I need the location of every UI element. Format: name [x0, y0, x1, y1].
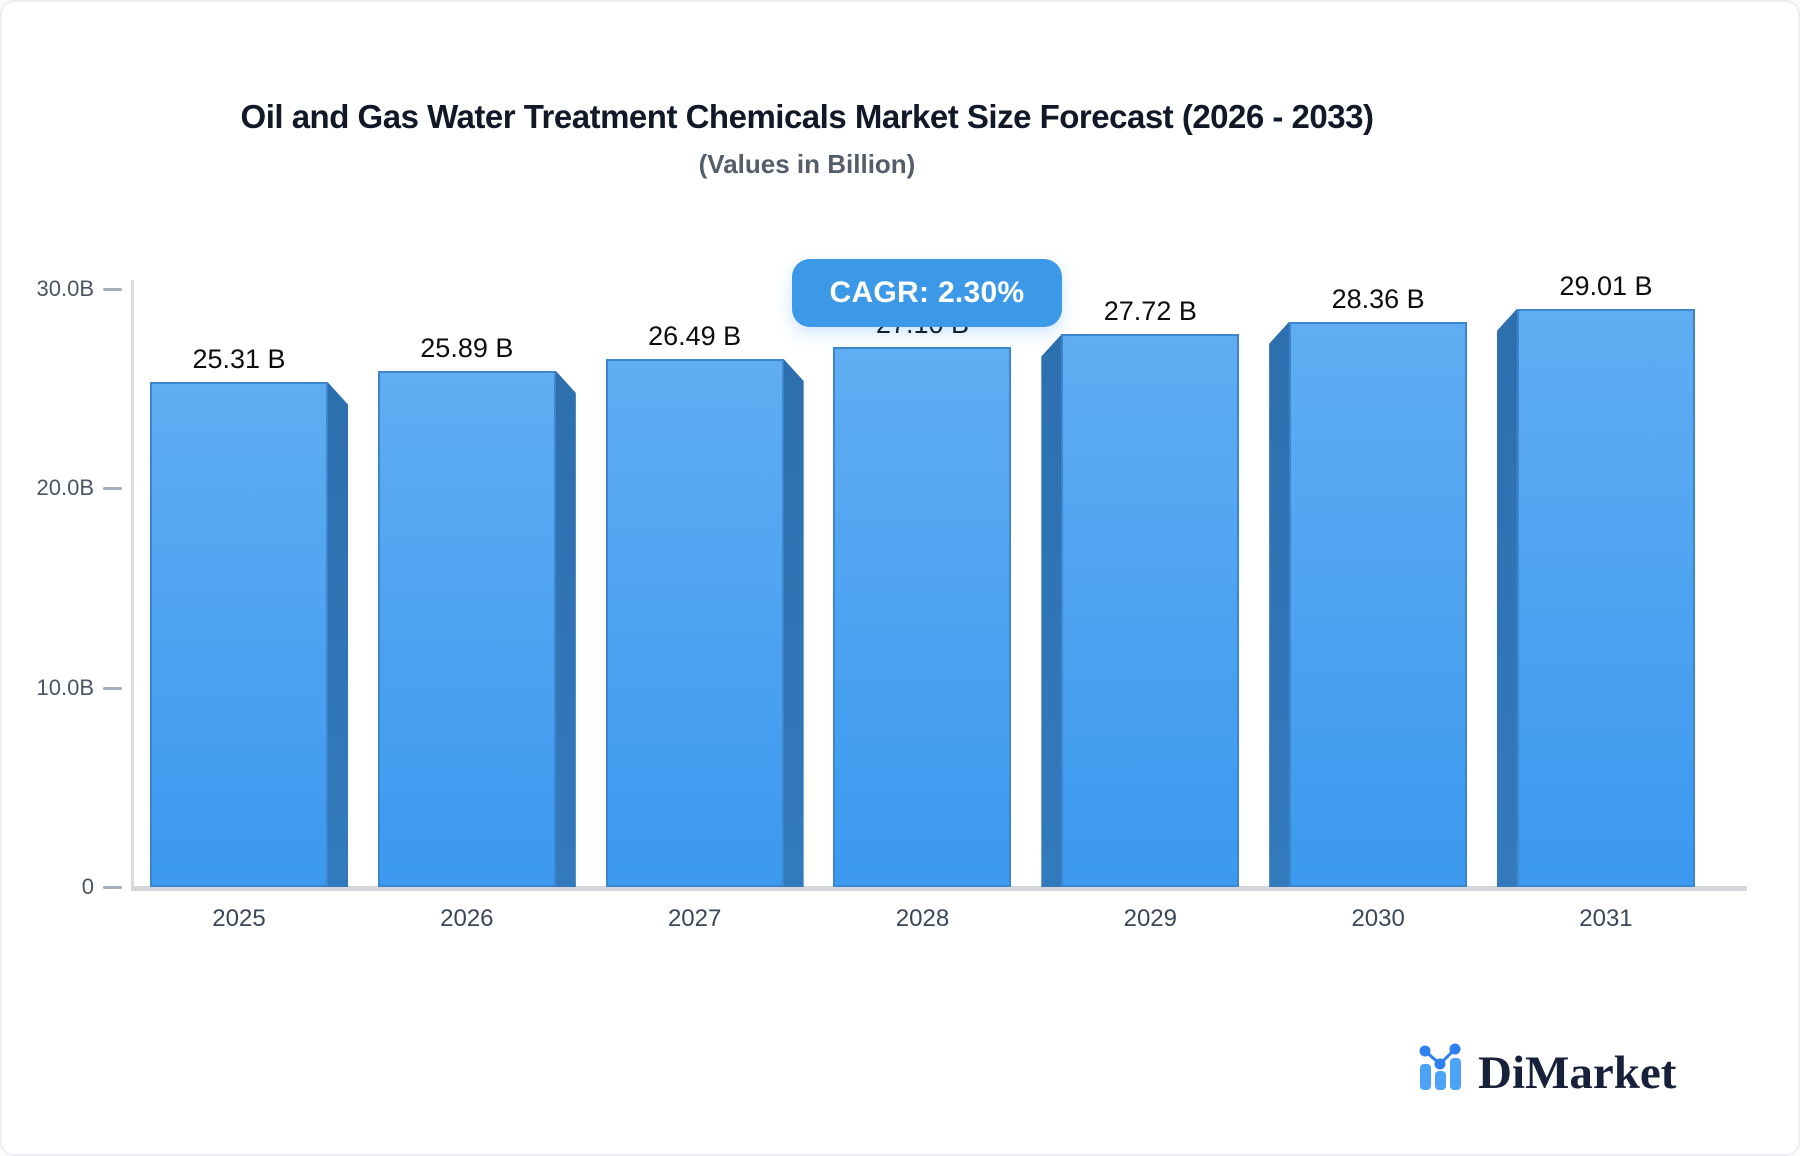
y-tick-label: 20.0B	[36, 475, 95, 501]
bar-side-2031	[1496, 308, 1517, 887]
bar-side-2029	[1041, 334, 1062, 887]
bar-value-label: 25.31 B	[192, 344, 286, 375]
x-axis-label-2028: 2028	[895, 905, 950, 932]
bar-side-2025	[328, 382, 348, 887]
x-axis-label-2027: 2027	[667, 905, 722, 932]
brand-logo: DiMarket	[1414, 1040, 1676, 1097]
y-tick-label: 10.0B	[36, 674, 95, 700]
bar-2025[interactable]	[150, 382, 328, 887]
bar-2026[interactable]	[377, 370, 556, 887]
x-axis-label-2029: 2029	[1123, 905, 1177, 932]
x-axis-label-2030: 2030	[1351, 905, 1405, 932]
y-tick-label: 30.0B	[36, 276, 95, 301]
x-axis-label-2026: 2026	[440, 905, 494, 932]
logo-icon	[1414, 1040, 1468, 1097]
x-axis-baseline	[131, 886, 1747, 891]
logo-text: DiMarket	[1478, 1047, 1677, 1099]
y-tick-mark	[103, 686, 122, 690]
bar-2031[interactable]	[1516, 308, 1695, 887]
x-axis-label-2025: 2025	[212, 905, 266, 932]
chart-title: Oil and Gas Water Treatment Chemicals Ma…	[240, 98, 1374, 135]
bar-2029[interactable]	[1061, 334, 1240, 887]
x-axis-label-2031: 2031	[1579, 905, 1633, 932]
bar-2028[interactable]	[833, 346, 1012, 887]
cagr-badge-label: CAGR: 2.30%	[829, 276, 1025, 309]
y-tick-mark	[103, 886, 122, 889]
y-tick-mark	[103, 288, 122, 291]
y-tick-label: 0	[81, 874, 94, 899]
bar-side-2026	[555, 370, 576, 887]
bar-value-label: 29.01 B	[1559, 270, 1653, 301]
bar-value-label: 26.49 B	[648, 320, 742, 351]
bar-2030[interactable]	[1289, 321, 1468, 887]
bar-value-label: 27.72 B	[1103, 296, 1197, 327]
chart-subtitle: (Values in Billion)	[698, 149, 916, 179]
bar-side-2030	[1269, 321, 1290, 887]
y-tick-mark	[103, 487, 122, 491]
bar-value-label: 28.36 B	[1331, 283, 1425, 314]
bar-side-2027	[783, 358, 804, 887]
bar-2027[interactable]	[605, 358, 784, 887]
y-axis-line	[131, 280, 134, 890]
bar-value-label: 25.89 B	[420, 332, 514, 363]
cagr-badge: CAGR: 2.30%	[792, 259, 1062, 327]
